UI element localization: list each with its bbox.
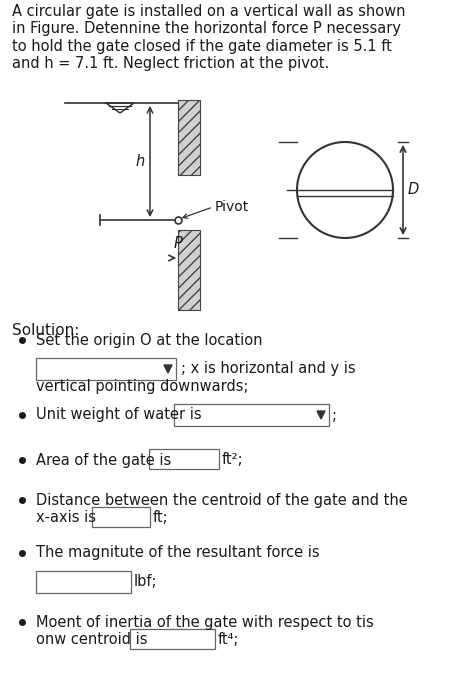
Text: ;: ;: [332, 407, 337, 423]
Bar: [178, 230, 200, 310]
Text: ft²;: ft²;: [222, 452, 244, 468]
Polygon shape: [317, 411, 325, 419]
Text: Solution:: Solution:: [12, 323, 79, 338]
Polygon shape: [164, 365, 172, 373]
Text: Unit weight of water is: Unit weight of water is: [36, 407, 202, 423]
Text: Set the origin O at the location: Set the origin O at the location: [36, 332, 262, 347]
Text: ; x is horizontal and y is: ; x is horizontal and y is: [181, 361, 356, 377]
Bar: [149, 449, 219, 469]
Bar: [130, 629, 215, 649]
Bar: [36, 571, 131, 593]
Bar: [174, 404, 329, 426]
Text: x-axis is: x-axis is: [36, 510, 96, 526]
Text: lbf;: lbf;: [134, 575, 157, 589]
Text: Pivot: Pivot: [215, 200, 249, 214]
Text: onw centroid is: onw centroid is: [36, 633, 147, 648]
Text: h: h: [135, 154, 145, 169]
Text: Distance between the centroid of the gate and the: Distance between the centroid of the gat…: [36, 493, 408, 507]
Bar: [92, 507, 150, 527]
Text: vertical pointing downwards;: vertical pointing downwards;: [36, 379, 249, 393]
Text: ft;: ft;: [153, 510, 169, 526]
Bar: [36, 358, 176, 380]
Text: Area of the gate is: Area of the gate is: [36, 452, 171, 468]
Text: P: P: [174, 236, 183, 251]
Text: D: D: [408, 183, 419, 197]
Text: A circular gate is installed on a vertical wall as shown
in Figure. Detennine th: A circular gate is installed on a vertic…: [12, 4, 405, 71]
Bar: [178, 100, 200, 175]
Text: ft⁴;: ft⁴;: [218, 633, 239, 648]
Text: The magnitute of the resultant force is: The magnitute of the resultant force is: [36, 545, 320, 561]
Text: Moent of inertia of the gate with respect to tis: Moent of inertia of the gate with respec…: [36, 615, 374, 629]
